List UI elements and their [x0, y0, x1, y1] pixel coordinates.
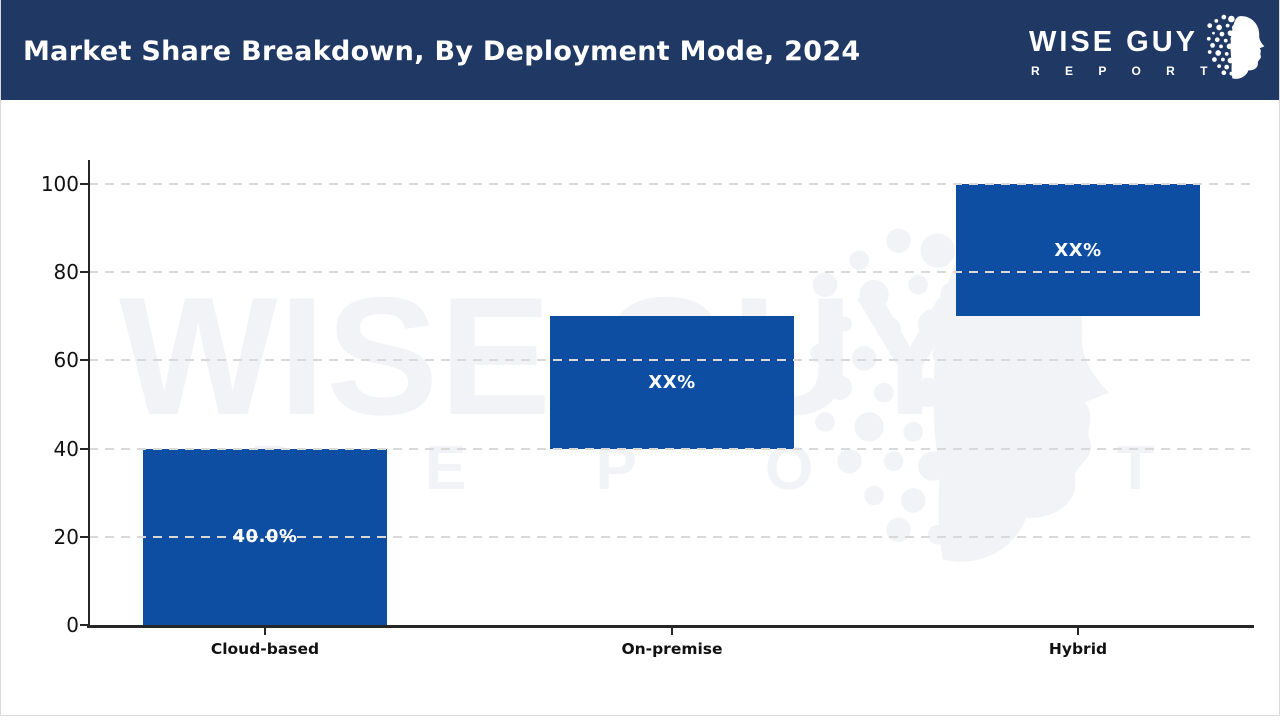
x-label-cloud-based: Cloud-based: [210, 640, 320, 658]
wiseguy-face-icon: [1206, 14, 1265, 79]
bar-on-premise: XX%: [550, 316, 794, 449]
wiseguy-logo: WISE GUY R E P O R T S: [1029, 8, 1265, 94]
y-tick-label-40: 40: [53, 436, 79, 461]
gridline-100: [89, 183, 1254, 185]
gridline-80: [89, 271, 1254, 274]
x-axis-line: [87, 625, 1254, 628]
x-label-hybrid: Hybrid: [1048, 640, 1108, 658]
bar-value-label: 40.0%: [232, 526, 298, 548]
y-tick-mark-20: [80, 535, 88, 538]
y-tick-label-60: 60: [53, 348, 79, 373]
logo-subtext: R E P O R T S: [1031, 64, 1252, 78]
bar-hybrid: XX%: [956, 184, 1200, 317]
header-bar: Market Share Breakdown, By Deployment Mo…: [1, 0, 1279, 100]
x-tick-hybrid: [1077, 628, 1079, 635]
y-tick-mark-40: [80, 447, 88, 450]
x-label-on-premise: On-premise: [621, 640, 723, 658]
gridline-20: [89, 535, 1254, 538]
y-tick-mark-100: [80, 183, 88, 185]
gridline-60: [89, 359, 1254, 362]
y-tick-label-100: 100: [40, 172, 79, 196]
logo-wordmark: WISE GUY: [1029, 26, 1199, 58]
y-tick-label-80: 80: [53, 260, 79, 285]
gridline-40: [89, 447, 1254, 450]
y-tick-label-20: 20: [53, 524, 79, 549]
y-tick-mark-60: [80, 359, 88, 362]
y-tick-mark-80: [80, 271, 88, 274]
x-tick-cloud-based: [264, 628, 266, 635]
y-axis-line: [88, 160, 90, 627]
x-tick-on-premise: [671, 628, 673, 635]
bar-value-label: XX%: [1054, 239, 1102, 261]
y-tick-label-0: 0: [66, 613, 79, 637]
bar-value-label: XX%: [648, 371, 696, 393]
y-tick-mark-0: [80, 624, 88, 626]
page-title: Market Share Breakdown, By Deployment Mo…: [23, 36, 861, 67]
